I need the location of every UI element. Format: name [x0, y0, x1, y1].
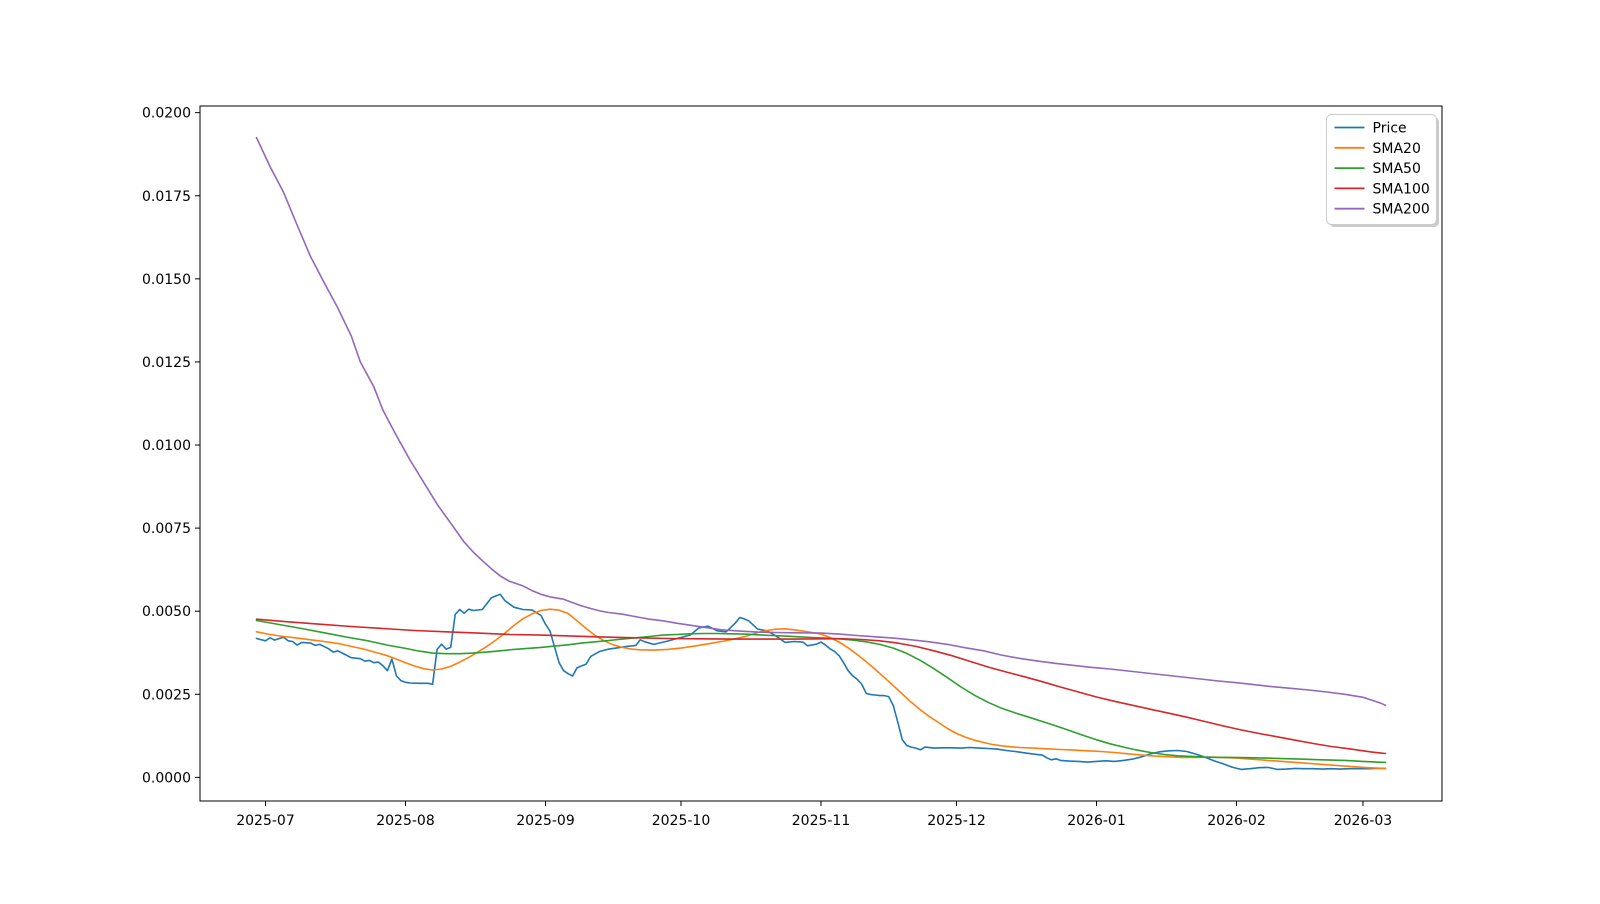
legend: Price SMA20 SMA50 SMA100 SMA200 — [1326, 114, 1439, 227]
x-tick-label: 2026-02 — [1207, 813, 1266, 829]
series-line-sma20 — [255, 608, 1387, 770]
y-tick-label: 0.0200 — [142, 106, 191, 122]
series-line-sma200 — [255, 136, 1387, 707]
y-tick-label: 0.0025 — [142, 687, 191, 703]
legend-entry-price: Price — [1334, 121, 1407, 137]
legend-entry-sma50: SMA50 — [1334, 161, 1421, 177]
legend-label: Price — [1373, 121, 1407, 137]
x-tick-label: 2025-12 — [927, 813, 986, 829]
legend-label: SMA50 — [1373, 161, 1421, 177]
y-tick-label: 0.0000 — [142, 770, 191, 786]
y-tick-label: 0.0125 — [142, 355, 191, 371]
legend-entry-sma100: SMA100 — [1334, 181, 1430, 197]
y-tick-label: 0.0150 — [142, 272, 191, 288]
x-tick-label: 2025-11 — [792, 813, 851, 829]
legend-frame — [1326, 114, 1437, 225]
x-tick-label: 2026-01 — [1067, 813, 1126, 829]
plot-area — [199, 105, 1443, 802]
legend-entry-sma200: SMA200 — [1334, 202, 1430, 218]
x-tick-label: 2026-03 — [1334, 813, 1393, 829]
series-line-sma100 — [255, 618, 1387, 755]
y-tick-label: 0.0075 — [142, 521, 191, 537]
y-tick-label: 0.0050 — [142, 604, 191, 620]
series-line-price — [255, 593, 1387, 771]
legend-label: SMA20 — [1373, 141, 1421, 157]
legend-entry-sma20: SMA20 — [1334, 141, 1421, 157]
legend-label: SMA100 — [1373, 181, 1430, 197]
y-tick-label: 0.0100 — [142, 438, 191, 454]
x-tick-label: 2025-09 — [516, 813, 575, 829]
legend-label: SMA200 — [1373, 202, 1430, 218]
x-tick-label: 2025-10 — [652, 813, 711, 829]
x-tick-label: 2025-07 — [236, 813, 295, 829]
x-tick-label: 2025-08 — [376, 813, 435, 829]
y-tick-label: 0.0175 — [142, 189, 191, 205]
